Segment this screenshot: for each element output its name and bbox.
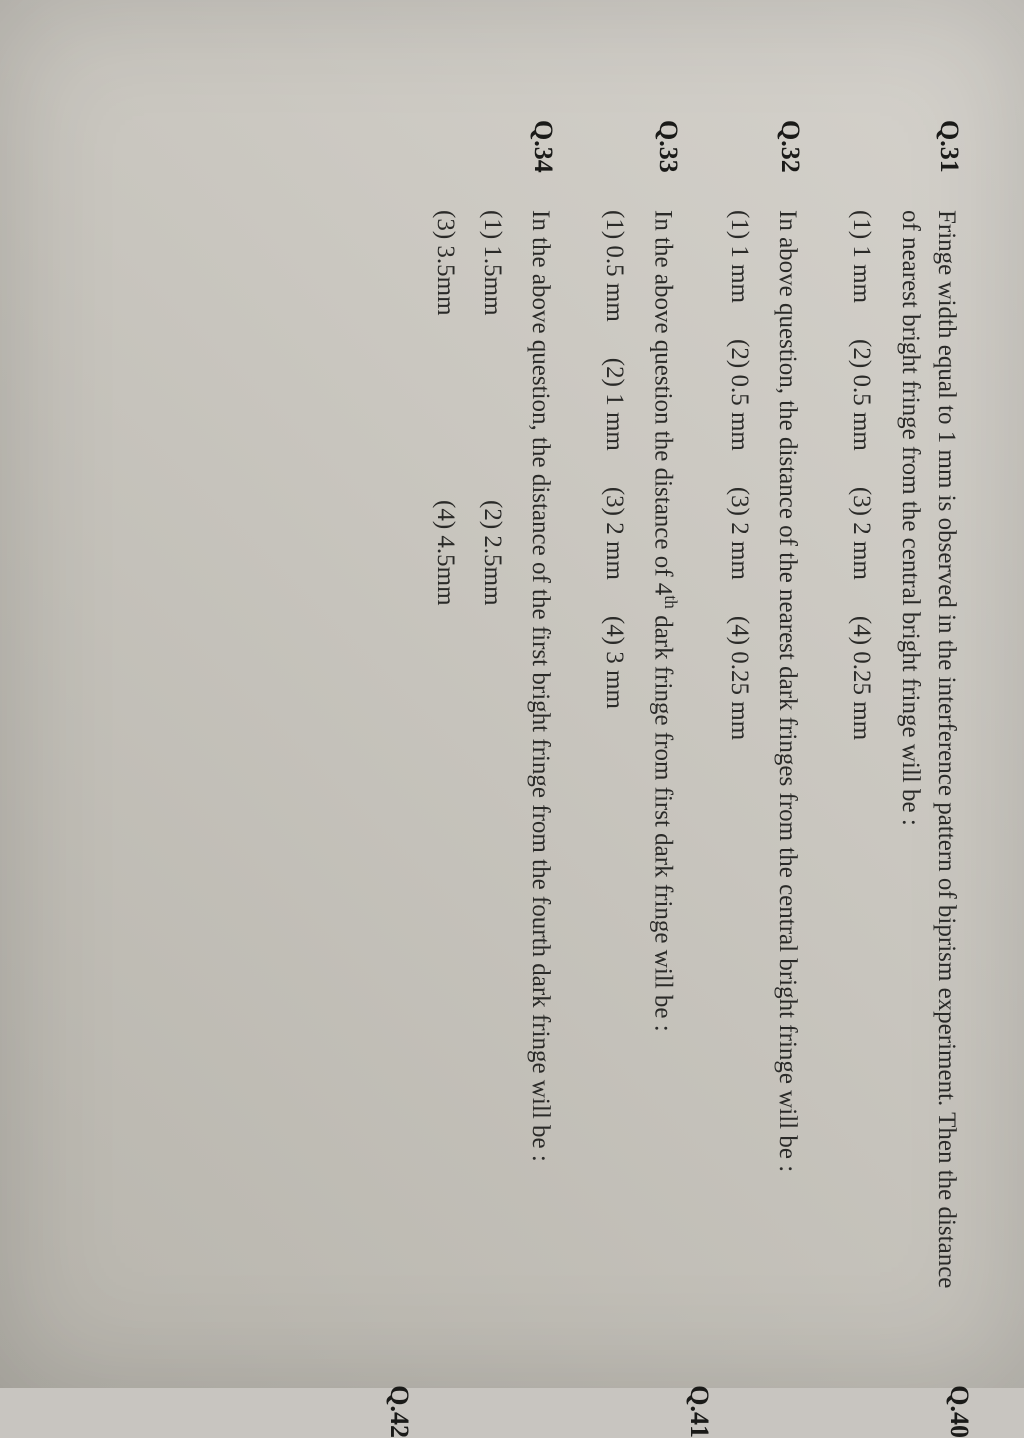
- question-options: (1) 1 mm (2) 0.5 mm (3) 2 mm (4) 0.25 mm: [843, 210, 879, 1308]
- question-content: In above question, the distance of the n…: [721, 210, 806, 1308]
- option-4: (4) 4.5mm: [427, 500, 463, 730]
- option-1: (1) 1 mm: [721, 210, 757, 303]
- question-31: Q.31 Fringe width equal to 1 mm is obser…: [843, 120, 964, 1308]
- option-2: (2) 0.5 mm: [843, 339, 879, 451]
- question-number: Q.32: [775, 120, 805, 210]
- option-2: (2) 0.5 mm: [721, 339, 757, 451]
- question-content: In the above question, the distance of t…: [427, 210, 558, 1308]
- question-number: Q.33: [653, 120, 683, 210]
- question-content: Fringe width equal to 1 mm is observed i…: [843, 210, 964, 1308]
- question-33: Q.33 In the above question the distance …: [596, 120, 683, 1308]
- question-number: Q.31: [934, 120, 964, 210]
- option-3: (3) 2 mm: [596, 487, 632, 580]
- option-3: (3) 2 mm: [721, 487, 757, 580]
- option-3: (3) 3.5mm: [427, 210, 463, 440]
- option-1: (1) 1 mm: [843, 210, 879, 303]
- question-text: In the above question the distance of 4t…: [644, 210, 683, 1308]
- side-ref-q42: Q.42: [384, 1385, 414, 1438]
- option-2: (2) 2.5mm: [473, 500, 509, 730]
- side-ref-q41: Q.41: [684, 1385, 714, 1438]
- option-4: (4) 3 mm: [596, 616, 632, 709]
- question-text: In above question, the distance of the n…: [769, 210, 805, 1308]
- option-3: (3) 2 mm: [843, 487, 879, 580]
- question-options: (1) 1.5mm (2) 2.5mm (3) 3.5mm (4) 4.5mm: [427, 210, 510, 730]
- option-1: (1) 1.5mm: [473, 210, 509, 440]
- question-options: (1) 1 mm (2) 0.5 mm (3) 2 mm (4) 0.25 mm: [721, 210, 757, 1308]
- question-content: In the above question the distance of 4t…: [596, 210, 683, 1308]
- question-32: Q.32 In above question, the distance of …: [721, 120, 806, 1308]
- question-number: Q.34: [528, 120, 558, 210]
- question-text: Fringe width equal to 1 mm is observed i…: [892, 210, 965, 1308]
- page-wrapper: Q.40 Q.41 Q.42 Q.31 Fringe width equal t…: [0, 0, 1024, 1388]
- question-34: Q.34 In the above question, the distance…: [427, 120, 558, 1308]
- option-4: (4) 0.25 mm: [721, 616, 757, 740]
- option-4: (4) 0.25 mm: [843, 616, 879, 740]
- question-options: (1) 0.5 mm (2) 1 mm (3) 2 mm (4) 3 mm: [596, 210, 632, 1308]
- option-1: (1) 0.5 mm: [596, 210, 632, 322]
- side-ref-q40: Q.40: [944, 1385, 974, 1438]
- option-2: (2) 1 mm: [596, 358, 632, 451]
- question-text: In the above question, the distance of t…: [522, 210, 558, 1308]
